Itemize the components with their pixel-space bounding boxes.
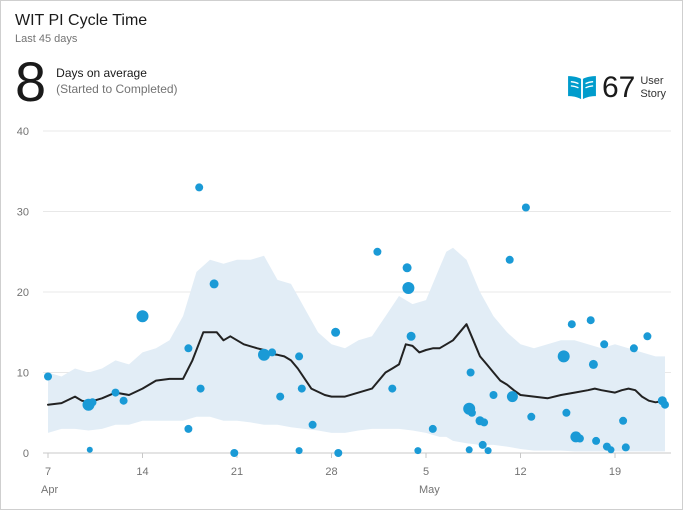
- work-item-dot[interactable]: [331, 327, 341, 337]
- work-item-count-summary: 67 User Story: [567, 57, 666, 105]
- y-axis-label: 0: [23, 448, 29, 460]
- work-item-type-label: User Story: [640, 75, 666, 101]
- work-item-dot[interactable]: [505, 255, 514, 264]
- work-item-dot[interactable]: [489, 391, 498, 399]
- x-axis-label: 12: [514, 466, 526, 478]
- x-axis-label: 21: [231, 466, 243, 478]
- average-days-label: Days on average: [56, 66, 147, 80]
- work-item-dot[interactable]: [643, 332, 652, 341]
- x-axis-label: 14: [136, 466, 148, 478]
- cycle-time-chart: 0 10 20 30 40 7 14 21 28 5 12 19 Apr May: [17, 126, 671, 496]
- summary-row: 8 Days on average (Started to Completed)…: [15, 50, 666, 113]
- work-item-dot[interactable]: [480, 418, 489, 427]
- average-summary: 8 Days on average (Started to Completed): [15, 50, 178, 113]
- widget-title: WIT PI Cycle Time: [15, 12, 148, 29]
- work-item-dot[interactable]: [521, 203, 530, 212]
- work-item-dot[interactable]: [527, 412, 536, 421]
- work-item-dot[interactable]: [184, 344, 193, 353]
- widget-subtitle: Last 45 days: [15, 33, 78, 45]
- work-item-dot[interactable]: [607, 446, 615, 454]
- work-item-dot[interactable]: [506, 391, 518, 403]
- work-item-dot[interactable]: [44, 372, 52, 381]
- work-item-dot[interactable]: [406, 331, 416, 341]
- work-item-dot[interactable]: [295, 352, 304, 361]
- work-item-dot[interactable]: [136, 310, 149, 323]
- work-item-dot[interactable]: [88, 398, 97, 407]
- work-item-dot[interactable]: [629, 344, 638, 353]
- widget-header: WIT PI Cycle Time Last 45 days: [15, 12, 147, 45]
- work-item-dot[interactable]: [258, 348, 270, 361]
- average-labels: Days on average (Started to Completed): [56, 57, 177, 107]
- work-item-dot[interactable]: [119, 396, 128, 405]
- work-item-dot[interactable]: [478, 440, 487, 449]
- x-axis-label: 19: [609, 466, 621, 478]
- book-page-lines: [570, 81, 594, 89]
- work-item-dot[interactable]: [619, 416, 628, 425]
- work-item-count: 67: [601, 71, 636, 104]
- x-axis-month-label: May: [419, 484, 440, 496]
- work-item-dot[interactable]: [334, 449, 343, 457]
- work-item-dot[interactable]: [484, 447, 492, 455]
- average-days-sublabel: (Started to Completed): [56, 82, 178, 96]
- work-item-type-line1: User: [640, 75, 664, 87]
- work-item-dot[interactable]: [230, 449, 239, 457]
- work-item-dot[interactable]: [373, 247, 382, 256]
- work-item-dot[interactable]: [567, 320, 576, 329]
- y-axis-label: 30: [17, 207, 29, 219]
- book-left-page: [568, 76, 582, 100]
- y-axis-label: 40: [17, 126, 29, 138]
- x-axis-month-label: Apr: [41, 484, 58, 496]
- work-item-dot[interactable]: [592, 436, 601, 445]
- work-item-dot[interactable]: [402, 263, 412, 273]
- average-days-value: 8: [15, 50, 47, 113]
- work-item-dot[interactable]: [184, 424, 193, 433]
- work-item-dot[interactable]: [276, 392, 285, 401]
- work-item-dot[interactable]: [308, 420, 317, 429]
- x-axis-label: 28: [325, 466, 337, 478]
- work-item-dot[interactable]: [428, 424, 437, 433]
- work-item-dot[interactable]: [388, 384, 397, 393]
- work-item-dot[interactable]: [86, 446, 93, 453]
- work-item-dot[interactable]: [414, 447, 422, 455]
- y-axis-label: 10: [17, 368, 29, 380]
- book-right-page: [582, 76, 596, 100]
- work-item-dot[interactable]: [297, 384, 306, 393]
- x-axis-label: 7: [45, 466, 51, 478]
- work-item-dot[interactable]: [402, 282, 415, 294]
- work-item-dot[interactable]: [467, 408, 476, 417]
- trend-line: [47, 323, 666, 406]
- work-item-dot[interactable]: [209, 279, 219, 289]
- work-item-dot[interactable]: [195, 183, 204, 192]
- work-item-dot[interactable]: [600, 340, 609, 349]
- y-axis-label: 20: [17, 287, 29, 299]
- work-item-dot[interactable]: [111, 388, 120, 397]
- work-item-dot[interactable]: [588, 359, 598, 369]
- work-item-dot[interactable]: [575, 434, 584, 443]
- work-item-dot[interactable]: [295, 447, 303, 455]
- work-item-dot[interactable]: [557, 350, 570, 363]
- work-item-dot[interactable]: [586, 316, 595, 325]
- work-item-dot[interactable]: [661, 400, 669, 409]
- work-item-dot[interactable]: [466, 368, 475, 377]
- work-item-dot[interactable]: [196, 384, 205, 393]
- user-story-book-icon: [567, 75, 597, 101]
- work-item-dot[interactable]: [621, 443, 630, 452]
- work-item-dot[interactable]: [465, 446, 473, 454]
- stddev-band: [48, 247, 665, 452]
- work-item-dot[interactable]: [562, 408, 571, 417]
- work-item-dot[interactable]: [268, 348, 277, 357]
- work-item-type-line2: Story: [640, 88, 666, 100]
- x-axis-label: 5: [423, 466, 429, 478]
